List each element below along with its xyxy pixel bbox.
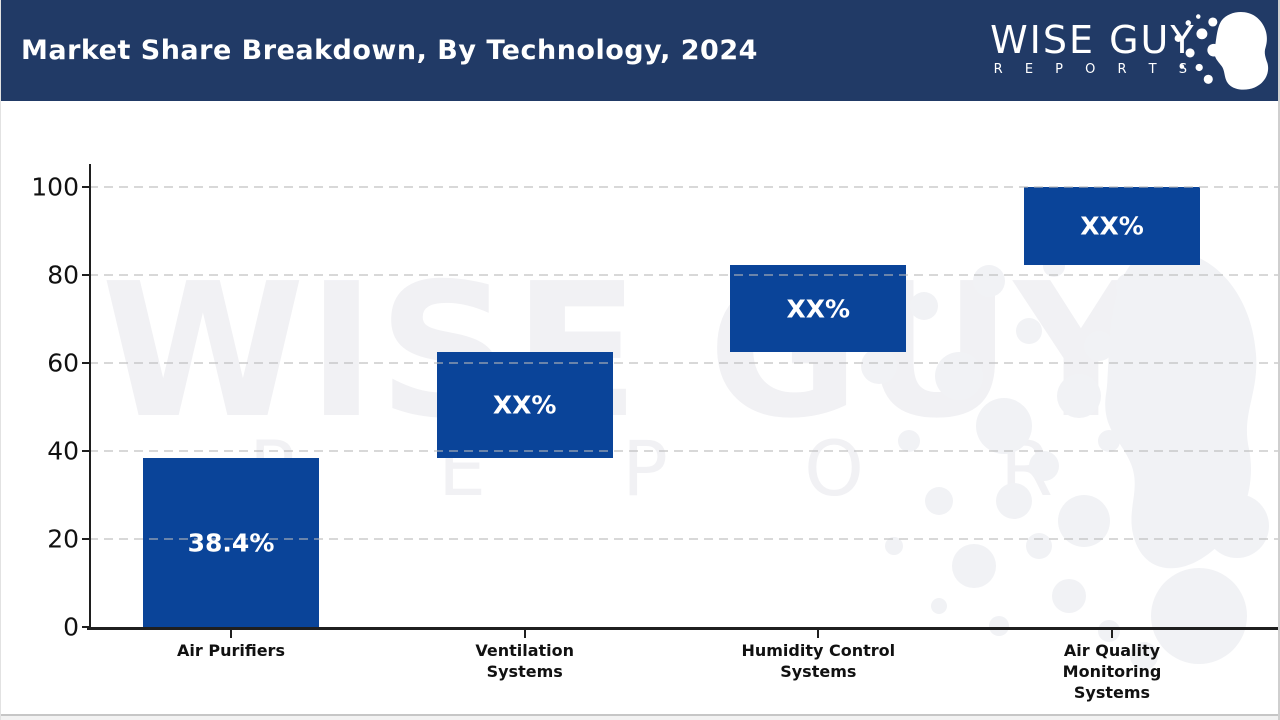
y-axis-tick-mark (82, 362, 89, 364)
y-axis-tick-mark (82, 450, 89, 452)
chart-area: WISE GUY R E P O R T S (1, 101, 1278, 720)
x-axis-tick-mark (1111, 630, 1113, 638)
header-bar: Market Share Breakdown, By Technology, 2… (1, 0, 1278, 101)
x-axis-tick-mark (230, 630, 232, 638)
y-axis-tick-label: 40 (47, 436, 79, 466)
brand-name: WISE GUY (990, 18, 1196, 62)
y-axis-tick-label: 80 (47, 260, 79, 290)
bar-segment (143, 458, 319, 627)
bar-segment (730, 265, 907, 352)
y-axis-tick-label: 0 (63, 612, 79, 642)
bar-value-label: XX% (492, 390, 557, 420)
x-axis-category-label: Ventilation Systems (475, 641, 575, 681)
gridline-y-40 (89, 450, 1278, 452)
plot: 0 20 40 60 80 100 38.4% XX% XX% XX% Air Purifiers V… (1, 101, 1278, 720)
x-axis-category-label: Air Purifiers (177, 641, 285, 660)
bar-value-label: XX% (1080, 211, 1144, 241)
y-axis-tick-label: 60 (47, 348, 79, 378)
y-axis-tick-mark (82, 186, 89, 188)
gridline-y-60 (89, 362, 1278, 364)
brand-logo: WISE GUY R E P O R T S (990, 6, 1271, 98)
x-axis-category-label: Humidity Control Systems (741, 641, 896, 681)
x-axis-tick-mark (817, 630, 820, 638)
brand-head-icon (1174, 12, 1269, 90)
y-axis-tick-mark (82, 538, 89, 540)
x-axis-line (87, 627, 1278, 630)
x-axis-category-label: Air Quality Monitoring Systems (1062, 641, 1162, 702)
x-axis-tick-mark (523, 630, 526, 638)
y-axis-tick-mark (82, 274, 89, 276)
y-axis-tick-mark (82, 626, 89, 628)
gridline-y-80 (89, 274, 1278, 276)
brand-subtitle: R E P O R T S (993, 62, 1196, 77)
y-axis-line (89, 164, 91, 630)
bar-segment (436, 352, 613, 459)
bar-value-label: 38.4% (187, 528, 275, 558)
gridline-y-20 (89, 538, 1278, 540)
page-title: Market Share Breakdown, By Technology, 2… (21, 35, 758, 66)
y-axis-tick-label: 20 (47, 524, 79, 554)
brand-logo-text: WISE GUY R E P O R T S (990, 20, 1196, 78)
y-axis-tick-label: 100 (31, 172, 79, 202)
bar-value-label: XX% (786, 294, 851, 324)
gridline-y-100 (89, 186, 1278, 188)
bottom-border (1, 714, 1278, 720)
